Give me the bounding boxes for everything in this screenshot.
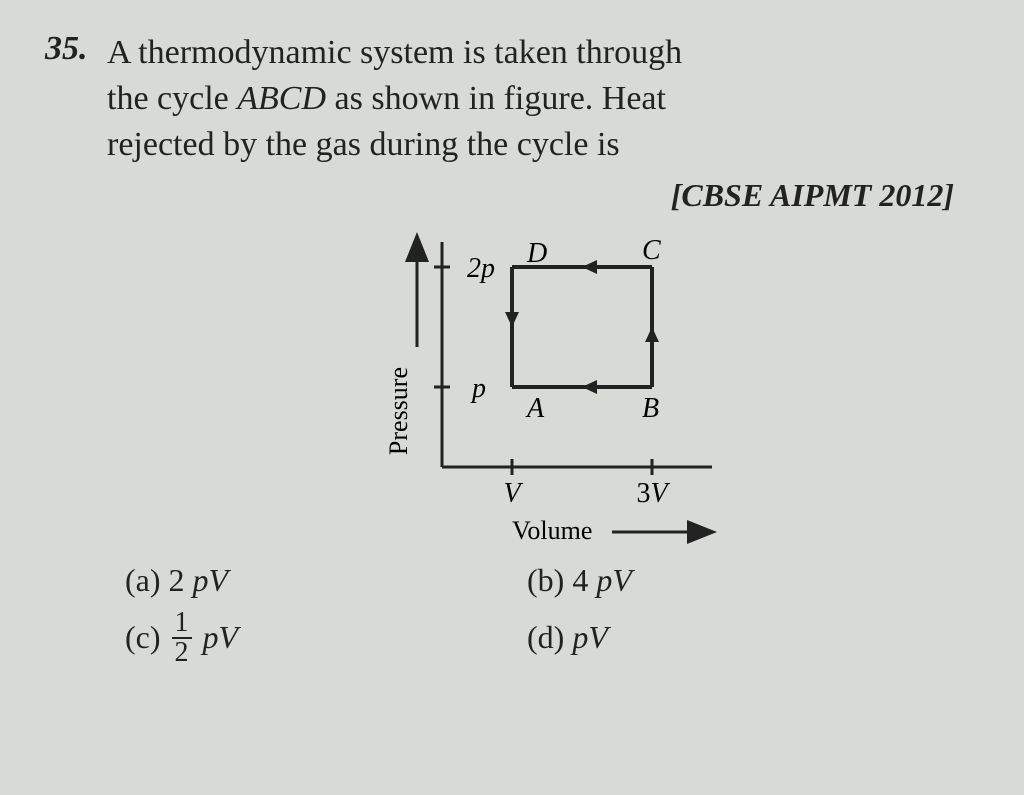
arrow-B-to-C-icon (645, 327, 659, 342)
y-axis-label: Pressure (384, 367, 413, 455)
x-axis-label: Volume (512, 516, 592, 545)
option-c-fraction: 1 2 (172, 609, 192, 667)
point-A-label: A (525, 393, 545, 424)
cycle-label: ABCD (237, 80, 326, 117)
option-c-den: 2 (172, 639, 192, 667)
option-b: (b) 4 pV (527, 562, 899, 599)
point-B-label: B (642, 393, 659, 424)
source-citation: [CBSE AIPMT 2012] (107, 174, 979, 217)
option-a-unit: pV (193, 562, 229, 599)
question-block: 35. A thermodynamic system is taken thro… (45, 30, 979, 217)
xtick-label-3V: 3V (636, 478, 670, 509)
option-c-label: (c) (125, 619, 161, 656)
point-C-label: C (642, 235, 661, 266)
option-c-num: 1 (172, 609, 192, 639)
question-number: 35. (45, 30, 95, 68)
option-a: (a) 2 pV (125, 562, 497, 599)
xtick-label-V: V (503, 478, 523, 509)
pv-diagram: Pressure 2p p D C A B V 3V Volume (105, 227, 979, 547)
option-c: (c) 1 2 pV (125, 609, 497, 667)
option-b-coeff: 4 (572, 562, 588, 599)
option-c-unit: pV (203, 619, 239, 656)
options-grid: (a) 2 pV (b) 4 pV (c) 1 2 pV (d) pV (45, 562, 979, 667)
option-b-unit: pV (596, 562, 632, 599)
option-d-unit: pV (572, 619, 608, 656)
pv-diagram-svg: Pressure 2p p D C A B V 3V Volume (332, 227, 752, 547)
option-a-label: (a) (125, 562, 161, 599)
ytick-label-2p: 2p (467, 253, 495, 284)
q-line2a: the cycle (107, 80, 237, 117)
option-a-coeff: 2 (169, 562, 185, 599)
q-line2b: as shown in figure. Heat (326, 80, 666, 117)
question-text: A thermodynamic system is taken through … (107, 30, 979, 217)
option-d-label: (d) (527, 619, 564, 656)
option-b-label: (b) (527, 562, 564, 599)
arrow-C-to-D-icon (582, 260, 597, 274)
ytick-label-p: p (470, 373, 486, 404)
arrow-D-to-A-icon (505, 312, 519, 327)
arrow-B-to-A-icon (582, 380, 597, 394)
q-line1: A thermodynamic system is taken through (107, 34, 682, 71)
q-line3: rejected by the gas during the cycle is (107, 126, 620, 163)
option-d: (d) pV (527, 609, 899, 667)
point-D-label: D (526, 238, 547, 269)
